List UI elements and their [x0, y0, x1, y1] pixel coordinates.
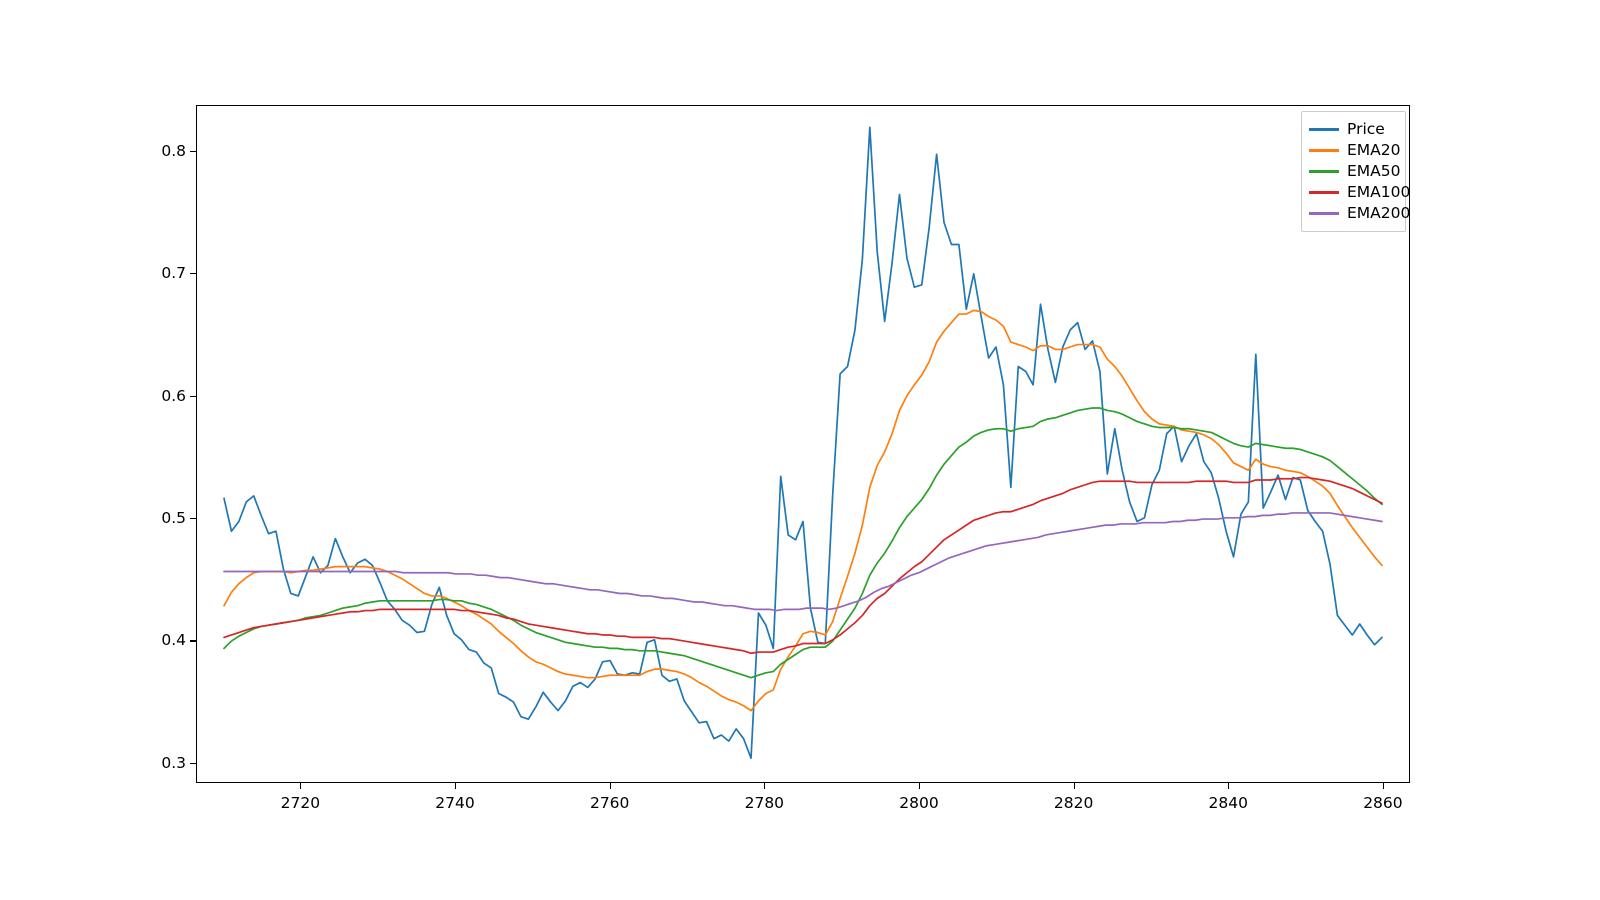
x-tick-mark [609, 783, 611, 789]
legend-color-swatch [1309, 212, 1339, 215]
series-line-ema200 [224, 513, 1382, 611]
x-tick-mark [455, 783, 457, 789]
x-tick-label: 2760 [589, 794, 630, 812]
y-tick-mark [190, 518, 196, 520]
x-tick-label: 2720 [280, 794, 321, 812]
legend-color-swatch [1309, 149, 1339, 152]
legend-entry-ema100: EMA100 [1309, 182, 1410, 203]
legend-label: EMA20 [1347, 140, 1401, 159]
plot-lines [197, 106, 1409, 782]
x-tick-label: 2740 [435, 794, 475, 812]
y-tick-label: 0.7 [161, 264, 186, 283]
y-tick-mark [190, 150, 196, 152]
x-tick-label: 2780 [744, 794, 785, 812]
x-tick-mark [1228, 783, 1230, 789]
legend-entry-ema50: EMA50 [1309, 161, 1401, 182]
x-tick-mark [764, 783, 766, 789]
chart-legend: Price EMA20 EMA50 EMA100 EMA200 [1301, 111, 1410, 232]
x-tick-label: 2860 [1363, 794, 1403, 812]
series-line-ema100 [224, 478, 1382, 654]
x-tick-mark [1073, 783, 1075, 789]
y-tick-label: 0.3 [161, 753, 186, 772]
series-line-price [224, 127, 1382, 758]
legend-entry-price: Price [1309, 119, 1397, 140]
legend-entry-ema200: EMA200 [1309, 203, 1410, 224]
y-tick-mark [190, 273, 196, 275]
legend-label: EMA100 [1347, 182, 1411, 201]
legend-color-swatch [1309, 191, 1339, 194]
x-tick-label: 2840 [1208, 794, 1249, 812]
y-tick-label: 0.5 [161, 509, 186, 528]
x-tick-mark [300, 783, 302, 789]
x-tick-label: 2800 [899, 794, 939, 812]
plot-axes [196, 105, 1410, 783]
y-tick-mark [190, 640, 196, 642]
legend-color-swatch [1309, 170, 1339, 173]
x-tick-mark [1382, 783, 1385, 789]
legend-label: EMA200 [1347, 203, 1411, 222]
y-tick-label: 0.6 [161, 386, 186, 405]
y-tick-mark [190, 762, 196, 764]
legend-color-swatch [1309, 128, 1339, 131]
y-tick-mark [190, 395, 196, 397]
legend-label: Price [1347, 119, 1385, 138]
y-tick-label: 0.8 [161, 141, 186, 160]
legend-label: EMA50 [1347, 161, 1401, 180]
series-line-ema50 [224, 408, 1382, 678]
y-tick-label: 0.4 [161, 631, 186, 650]
x-tick-label: 2820 [1053, 794, 1094, 812]
series-line-ema20 [224, 310, 1382, 710]
x-tick-mark [918, 783, 921, 789]
legend-entry-ema20: EMA20 [1309, 140, 1401, 161]
